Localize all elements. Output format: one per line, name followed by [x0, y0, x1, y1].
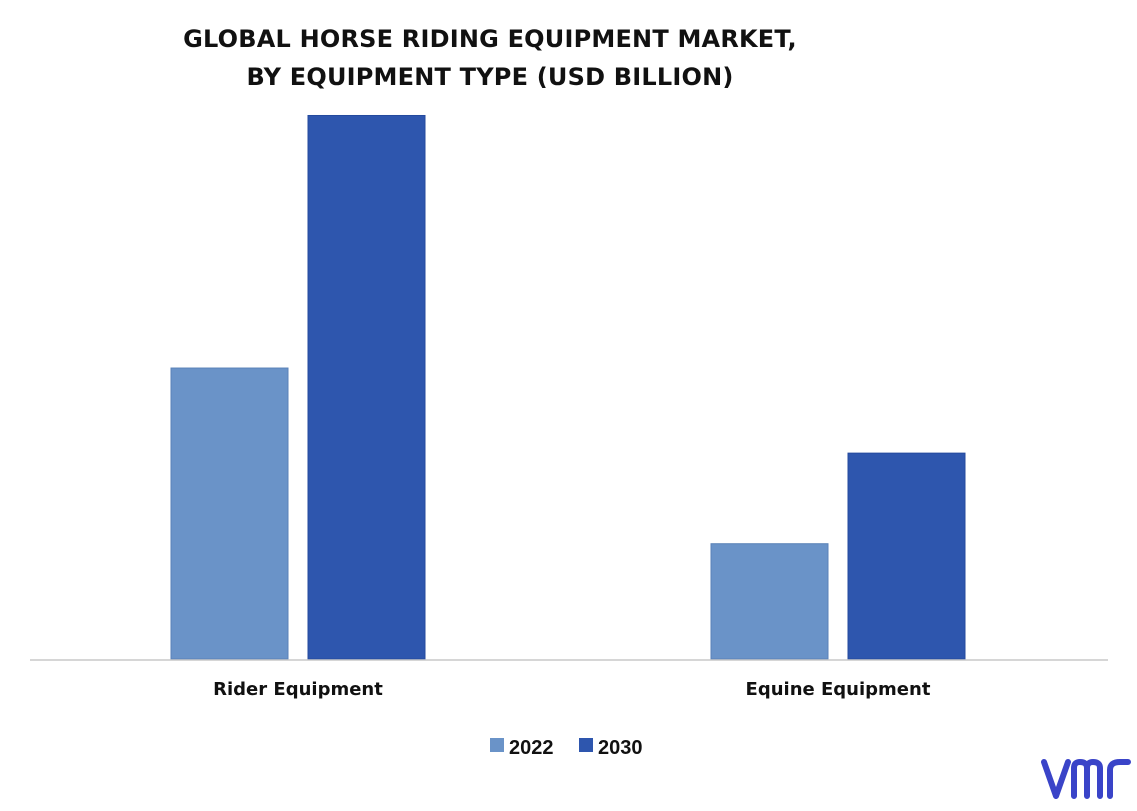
bar-2022-equine-equipment [710, 543, 829, 660]
chart-title: GLOBAL HORSE RIDING EQUIPMENT MARKET, BY… [0, 20, 980, 96]
legend: 2022 2030 [490, 737, 643, 759]
bar-2022-rider-equipment [170, 367, 289, 660]
legend-swatch-2022 [490, 738, 504, 752]
vmr-logo [1040, 752, 1132, 806]
category-labels: Rider Equipment Equine Equipment [213, 679, 931, 700]
bar-2030-equine-equipment [847, 452, 966, 660]
bar-2030-rider-equipment [307, 114, 426, 660]
legend-label-2030: 2030 [598, 737, 643, 759]
bars-group [170, 114, 966, 660]
category-label: Equine Equipment [746, 679, 931, 700]
legend-swatch-2030 [579, 738, 593, 752]
category-label: Rider Equipment [213, 679, 383, 700]
chart-title-line-2: BY EQUIPMENT TYPE (USD BILLION) [246, 63, 734, 91]
legend-label-2022: 2022 [509, 737, 554, 759]
chart-title-line-1: GLOBAL HORSE RIDING EQUIPMENT MARKET, [183, 25, 797, 53]
